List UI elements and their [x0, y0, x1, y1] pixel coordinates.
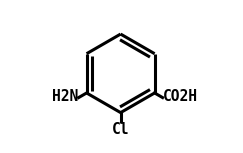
Text: CO2H: CO2H	[163, 89, 198, 104]
Text: Cl: Cl	[112, 122, 129, 137]
Text: H2N: H2N	[52, 89, 78, 104]
